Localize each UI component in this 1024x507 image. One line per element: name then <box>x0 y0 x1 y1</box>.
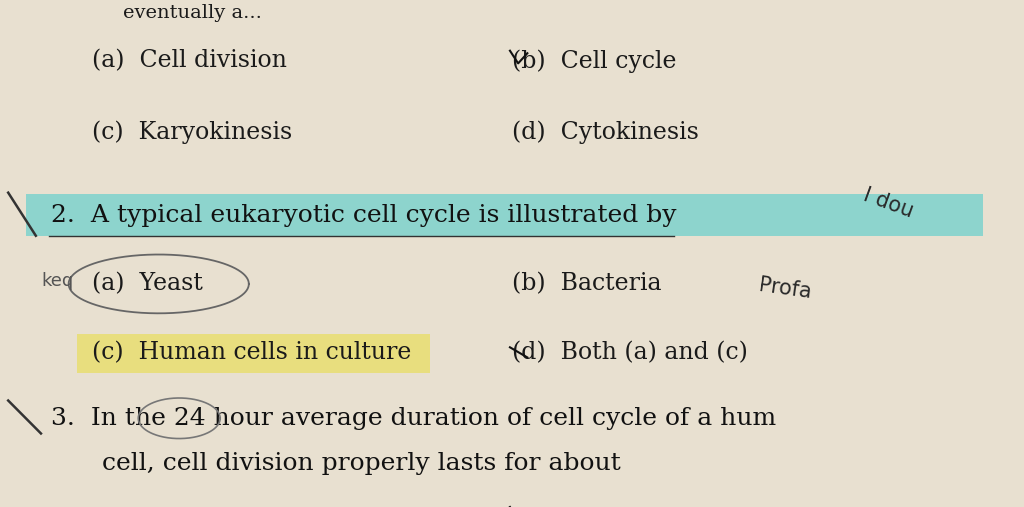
Text: Profa: Profa <box>758 275 813 303</box>
Text: (a)  Cell division: (a) Cell division <box>92 49 287 73</box>
Text: cell, cell division properly lasts for about: cell, cell division properly lasts for a… <box>102 452 622 476</box>
FancyBboxPatch shape <box>77 334 430 373</box>
Text: (c)  Human cells in culture: (c) Human cells in culture <box>92 341 412 364</box>
Text: (b)  Cell cycle: (b) Cell cycle <box>512 49 677 73</box>
Text: eventually a...: eventually a... <box>123 4 262 22</box>
Text: keq: keq <box>41 272 73 291</box>
Text: I dou: I dou <box>860 185 915 221</box>
Text: (b)  Bacteria: (b) Bacteria <box>512 272 662 296</box>
Text: (c)  Karyokinesis: (c) Karyokinesis <box>92 120 293 143</box>
Text: (d)  Cytokinesis: (d) Cytokinesis <box>512 120 698 143</box>
Text: (d)  Both (a) and (c): (d) Both (a) and (c) <box>512 341 748 364</box>
Text: 3.  In the 24 hour average duration of cell cycle of a hum: 3. In the 24 hour average duration of ce… <box>51 407 776 430</box>
FancyBboxPatch shape <box>26 194 983 236</box>
Text: 2.  A typical eukaryotic cell cycle is illustrated by: 2. A typical eukaryotic cell cycle is il… <box>51 204 677 227</box>
Text: (a)  Yeast: (a) Yeast <box>92 272 203 296</box>
